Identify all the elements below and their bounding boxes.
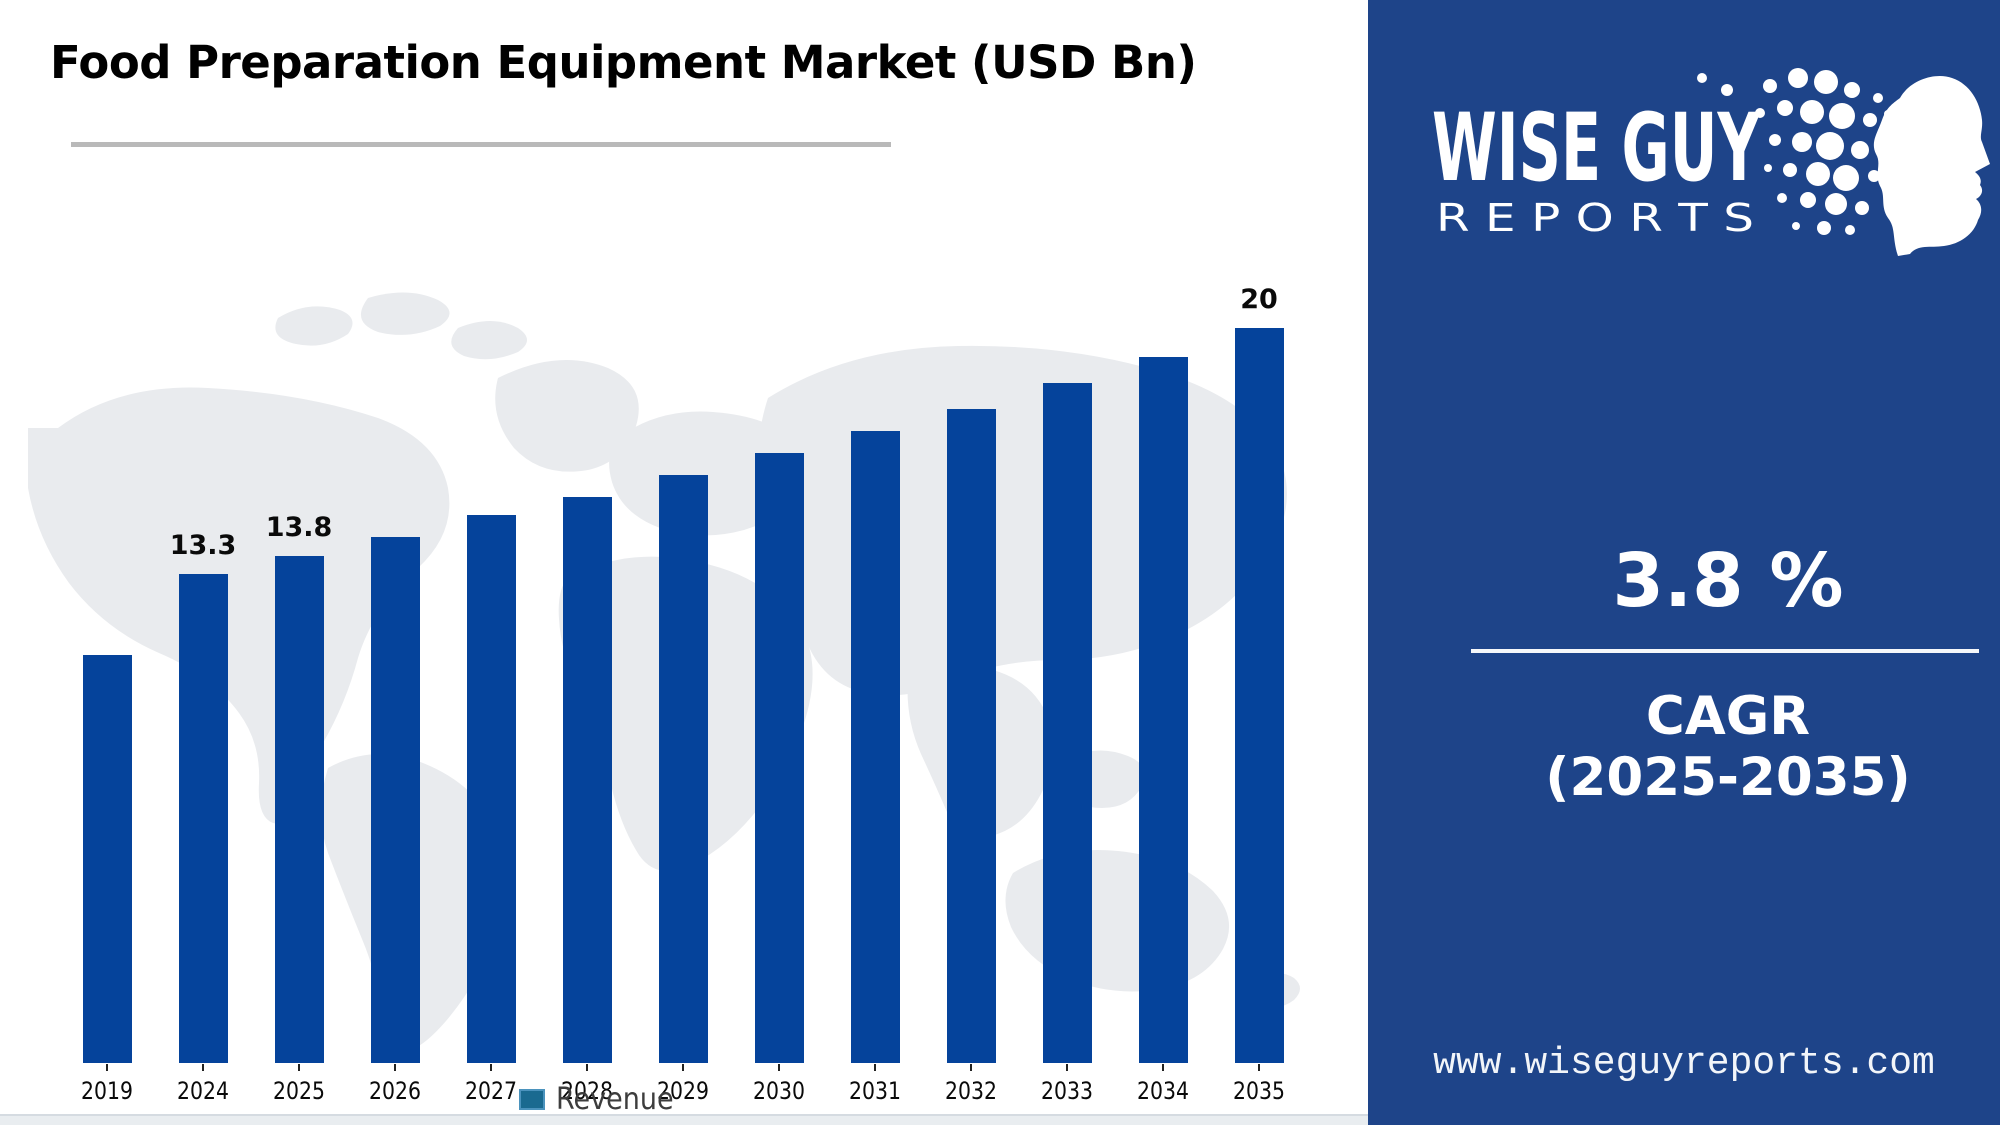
x-axis-tick-2032: [970, 1064, 972, 1071]
revenue-bar-2024: [178, 574, 228, 1063]
x-axis-label-2033: 2033: [1041, 1077, 1093, 1105]
x-axis-tick-2026: [394, 1064, 396, 1071]
x-axis-tick-2035: [1258, 1064, 1260, 1071]
bar-plot-area: 2019 13.3 2024 13.8 2025 2026 2027 2028 2029 2030…: [81, 284, 1285, 1105]
x-axis-tick-2025: [298, 1064, 300, 1071]
revenue-bar-2025: [274, 556, 324, 1063]
revenue-bar-2029: [658, 475, 708, 1063]
x-axis-label-2035: 2035: [1233, 1077, 1285, 1105]
x-axis-tick-2027: [490, 1064, 492, 1071]
revenue-bar-2030: [754, 453, 804, 1063]
legend-revenue-label: Revenue: [556, 1081, 674, 1117]
x-axis-label-2026: 2026: [369, 1077, 421, 1105]
x-axis-label-2030: 2030: [753, 1077, 805, 1105]
chart-title: Food Preparation Equipment Market (USD B…: [50, 36, 1197, 89]
cagr-label-line2: (2025-2035): [1545, 747, 1911, 808]
x-axis-label-2032: 2032: [945, 1077, 997, 1105]
x-axis-tick-2019: [106, 1064, 108, 1071]
revenue-bar-2028: [562, 497, 612, 1063]
bar-value-label-2025: 13.8: [265, 512, 333, 543]
logo-text-wise-guy: WISE GUY: [1432, 94, 1761, 203]
x-axis-label-2024: 2024: [177, 1077, 229, 1105]
cagr-label: CAGR (2025-2035): [1443, 686, 2000, 808]
x-axis-tick-2030: [778, 1064, 780, 1071]
x-axis-tick-2033: [1066, 1064, 1068, 1071]
revenue-bar-2034: [1138, 357, 1188, 1063]
revenue-bar-2035: [1234, 328, 1284, 1063]
revenue-bar-2019: [82, 655, 132, 1063]
title-underline: [71, 142, 891, 147]
x-axis-label-2034: 2034: [1137, 1077, 1189, 1105]
chart-legend: Revenue: [519, 1082, 687, 1117]
x-axis-label-2031: 2031: [849, 1077, 901, 1105]
x-axis-label-2025: 2025: [273, 1077, 325, 1105]
x-axis-label-2019: 2019: [81, 1077, 133, 1105]
x-axis-tick-2024: [202, 1064, 204, 1071]
cagr-value: 3.8 %: [1612, 538, 1844, 624]
logo-text-reports: R E P O R T S: [1436, 196, 1754, 240]
x-axis-label-2028: 2028: [561, 1077, 613, 1105]
x-axis-label-2029: 2029: [657, 1077, 709, 1105]
x-axis-tick-2031: [874, 1064, 876, 1071]
logo-head-profile: [1873, 76, 1990, 256]
revenue-bar-2026: [370, 537, 420, 1063]
revenue-bar-2027: [466, 515, 516, 1063]
wise-guy-reports-logo: WISE GUY R E P O R T S: [1432, 68, 1990, 256]
website-url: www.wiseguyreports.com: [1433, 1042, 1935, 1085]
revenue-bar-2032: [946, 409, 996, 1063]
revenue-bar-2031: [850, 431, 900, 1063]
cagr-divider-line: [1471, 649, 1979, 653]
bar-value-label-2035: 20: [1240, 284, 1278, 315]
brand-sidebar: WISE GUY R E P O R T S 3.8 % C: [1368, 0, 2000, 1125]
revenue-bar-2033: [1042, 383, 1092, 1063]
bar-value-label-2024: 13.3: [169, 530, 237, 561]
x-axis-tick-2029: [682, 1064, 684, 1071]
chart-panel: Food Preparation Equipment Market (USD B…: [0, 36, 1368, 1125]
x-axis-tick-2034: [1162, 1064, 1164, 1071]
bottom-edge-strip: [0, 1114, 1368, 1125]
cagr-label-line1: CAGR: [1645, 686, 1811, 747]
x-axis-label-2027: 2027: [465, 1077, 517, 1105]
x-axis-tick-2028: [586, 1064, 588, 1071]
legend-revenue-swatch: [519, 1088, 545, 1110]
